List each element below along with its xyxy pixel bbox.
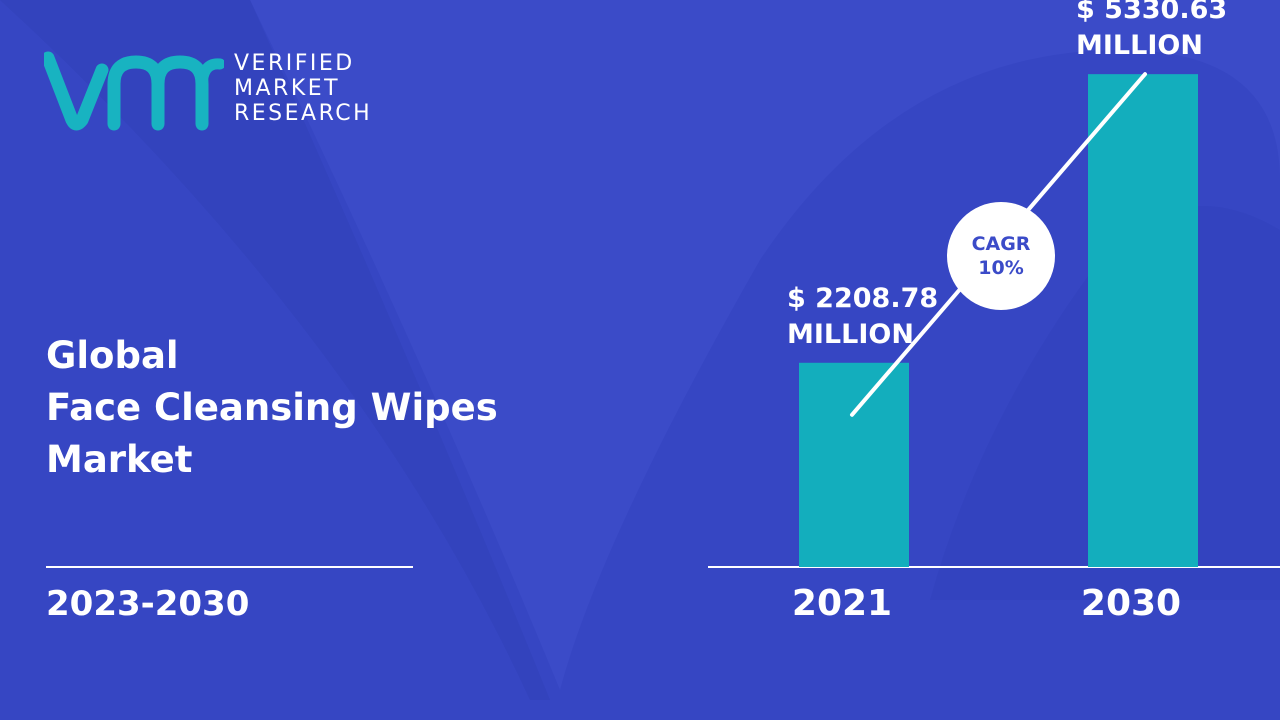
- report-title: Global Face Cleansing Wipes Market: [46, 330, 498, 486]
- cagr-value: 10%: [978, 257, 1023, 279]
- cagr-badge: [947, 202, 1055, 310]
- brand-line-2: MARKET: [234, 76, 341, 101]
- data-label-2030-2: MILLION: [1076, 30, 1203, 61]
- title-line-1: Global: [46, 334, 179, 377]
- tick-label-2021: 2021: [792, 583, 892, 624]
- brand-logo: VERIFIED MARKET RESEARCH: [44, 48, 404, 132]
- vmr-logo-icon: [44, 51, 224, 131]
- cagr-label: CAGR: [972, 233, 1031, 255]
- title-line-2: Face Cleansing Wipes: [46, 386, 498, 429]
- tick-label-2030: 2030: [1081, 583, 1181, 624]
- title-line-3: Market: [46, 438, 193, 481]
- data-label-2021-2: MILLION: [787, 319, 914, 350]
- title-divider: [46, 566, 413, 568]
- data-label-2021-1: $ 2208.78: [787, 283, 938, 314]
- forecast-period: 2023-2030: [46, 584, 250, 624]
- brand-name: VERIFIED MARKET RESEARCH: [234, 51, 372, 126]
- bar-2021: [799, 362, 909, 567]
- brand-line-1: VERIFIED: [234, 51, 355, 76]
- brand-line-3: RESEARCH: [234, 101, 373, 126]
- data-label-2030-1: $ 5330.63: [1076, 0, 1227, 25]
- bar-2030: [1088, 74, 1198, 568]
